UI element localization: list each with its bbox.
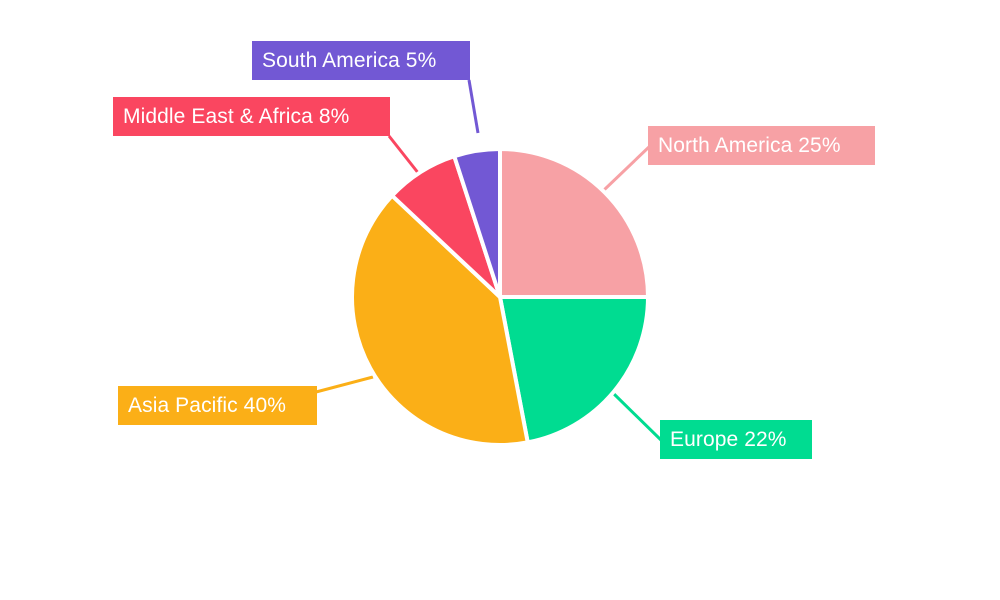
pie-label-text-asia-pacific: Asia Pacific 40% [128,393,287,417]
pie-slices-group [350,147,650,447]
pie-slice-north-america[interactable] [498,147,650,299]
pie-label-text-middle-east-africa: Middle East & Africa 8% [123,104,350,128]
pie-slice-europe[interactable] [498,295,650,445]
leader-line-asia-pacific [315,375,374,394]
pie-label-europe[interactable]: Europe 22% [660,420,812,459]
pie-label-text-europe: Europe 22% [670,427,787,451]
pie-label-south-america[interactable]: South America 5% [252,41,470,80]
pie-slice-south-america[interactable] [452,147,502,299]
leader-lines-group [315,79,664,443]
pie-label-text-south-america: South America 5% [262,48,437,72]
pie-label-text-north-america: North America 25% [658,133,841,157]
pie-label-asia-pacific[interactable]: Asia Pacific 40% [118,386,317,425]
pie-slice-asia-pacific[interactable] [350,193,530,447]
leader-line-north-america [602,144,652,192]
leader-line-south-america [467,79,480,134]
leader-line-europe [612,392,664,443]
pie-label-north-america[interactable]: North America 25% [648,126,875,165]
leader-line-middle-east-africa [387,135,421,175]
pie-label-middle-east-africa[interactable]: Middle East & Africa 8% [113,97,390,136]
